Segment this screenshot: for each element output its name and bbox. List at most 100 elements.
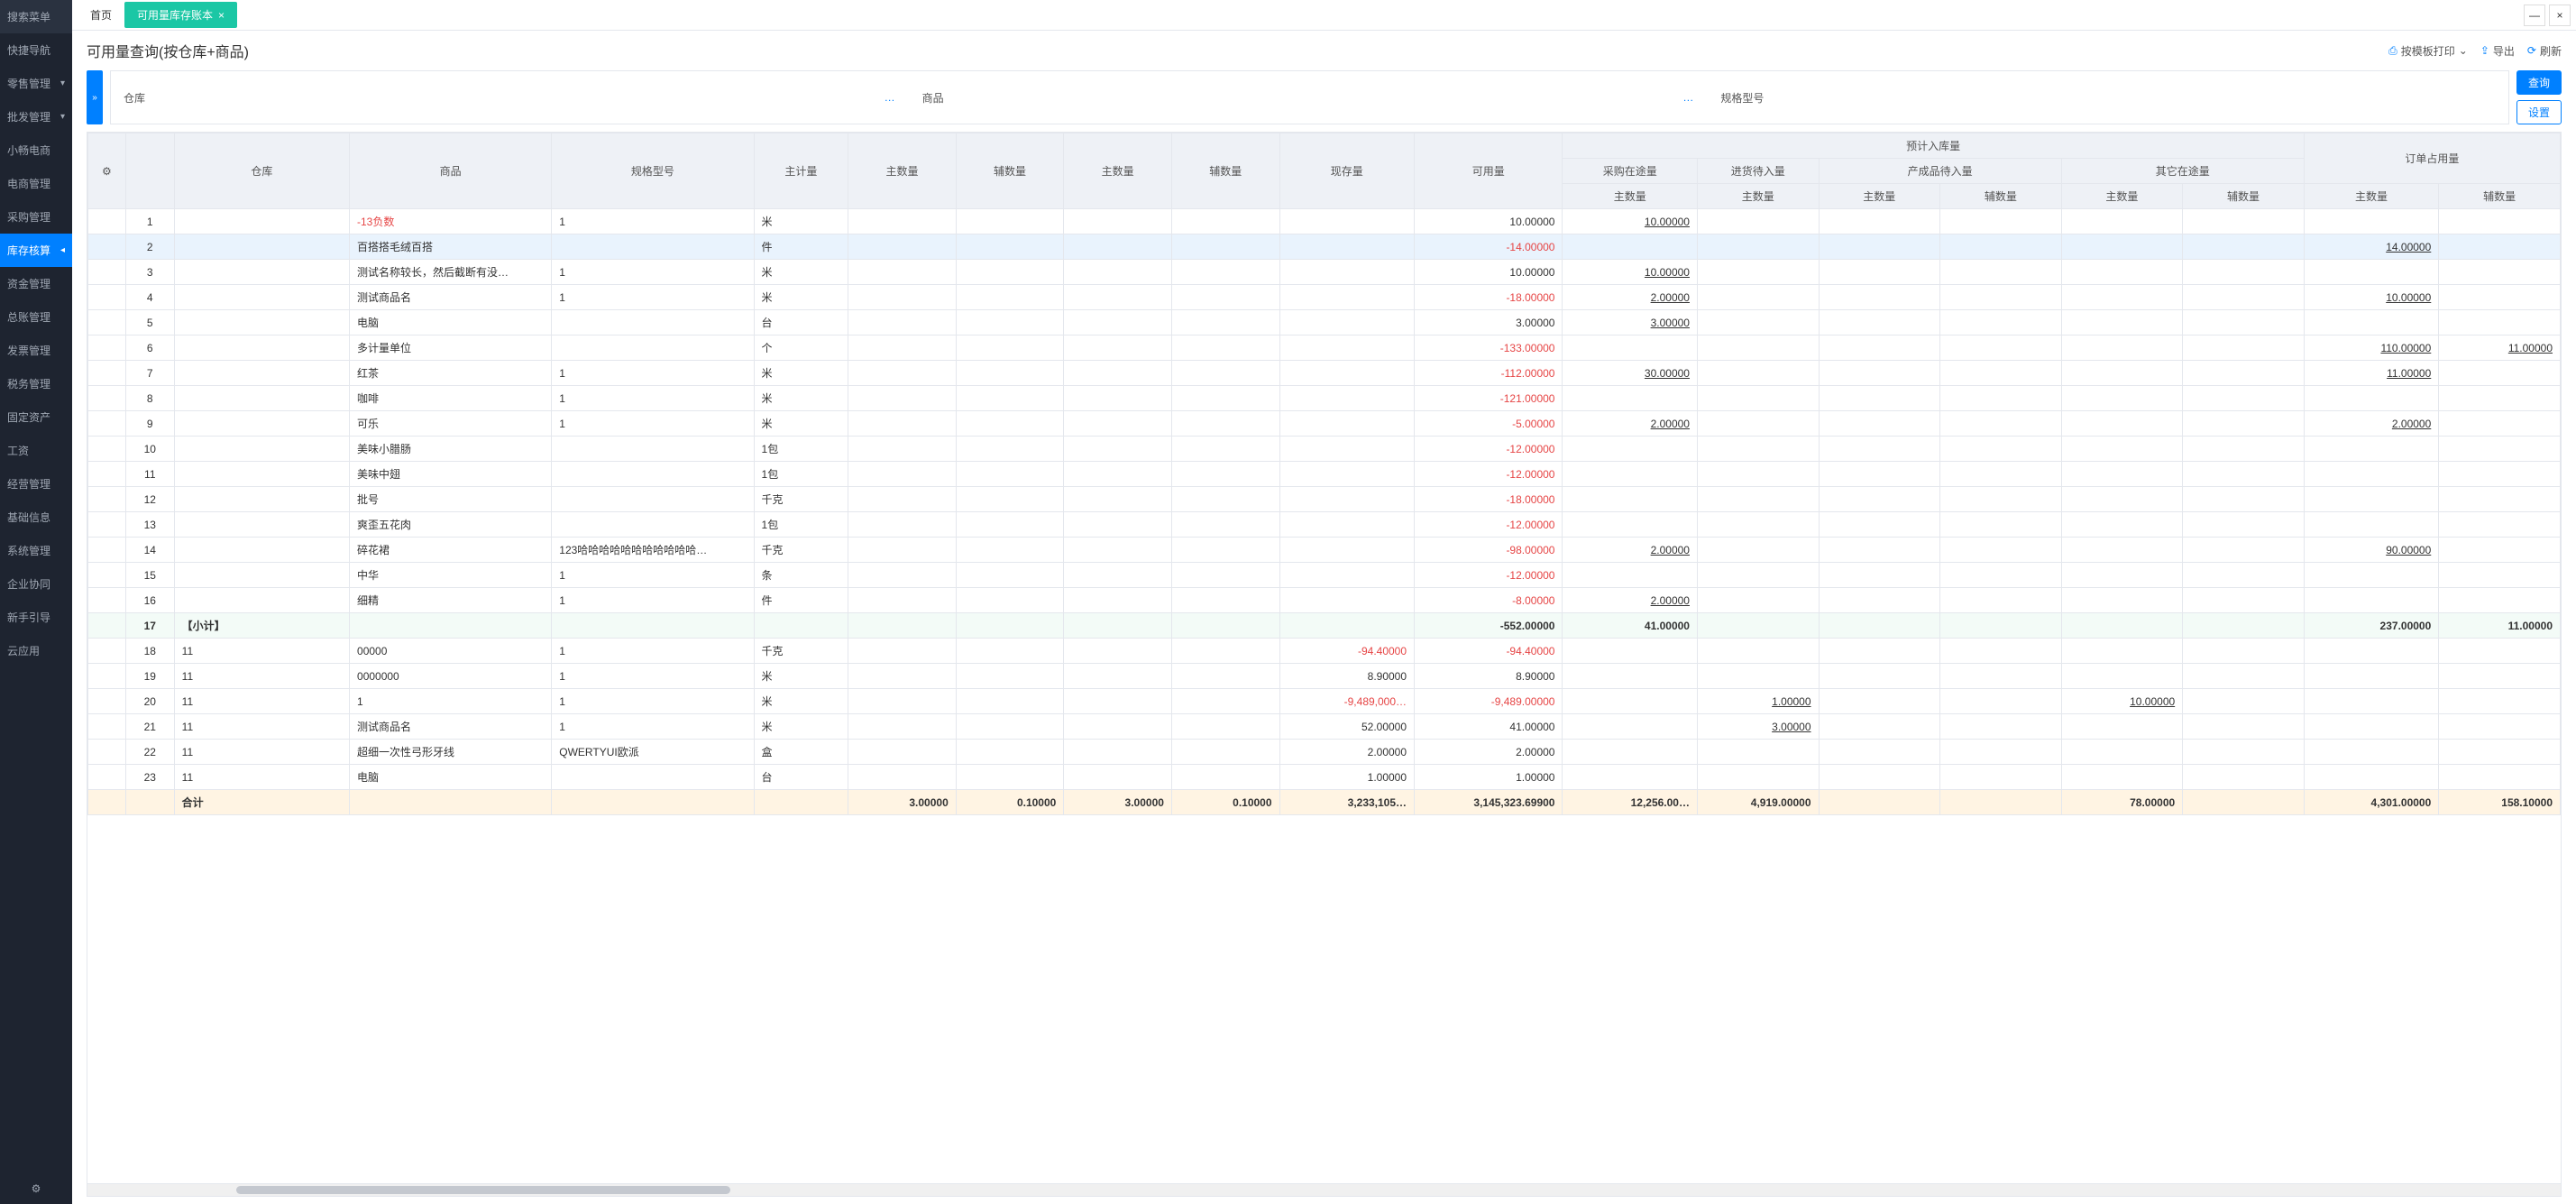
table-row[interactable]: 4测试商品名1米-18.000002.0000010.00000 [88,285,2561,310]
table-row[interactable]: 3测试名称较长，然后截断有没…1米10.0000010.00000 [88,260,2561,285]
col-stock[interactable]: 现存量 [1279,133,1415,209]
horizontal-scrollbar[interactable] [87,1184,2562,1197]
table-row[interactable]: 17【小计】-552.0000041.00000237.0000011.0000… [88,613,2561,639]
col-product[interactable]: 商品 [350,133,552,209]
col-warehouse[interactable]: 仓库 [174,133,349,209]
sidebar-item-16[interactable]: 系统管理 [0,534,72,567]
table-row[interactable]: 2211超细一次性弓形牙线QWERTYUI欧派盒2.000002.00000 [88,740,2561,765]
table-settings-icon[interactable]: ⚙ [88,133,126,209]
drill-link[interactable]: 1.00000 [1772,695,1811,708]
col-finished-wait[interactable]: 产成品待入量 [1819,159,2061,184]
table-row[interactable]: 13爽歪五花肉1包-12.00000 [88,512,2561,538]
data-table-scroll[interactable]: ⚙ 仓库 商品 规格型号 主计量 主数量 辅数量 主数量 辅数量 现存量 可用量 [87,132,2562,1184]
close-icon[interactable]: × [218,9,225,22]
sidebar-item-15[interactable]: 基础信息 [0,501,72,534]
table-row[interactable]: 10美味小腊肠1包-12.00000 [88,437,2561,462]
table-row[interactable]: 12批号千克-18.00000 [88,487,2561,512]
table-row[interactable]: 2111测试商品名1米52.0000041.000003.00000 [88,714,2561,740]
table-row[interactable]: 9可乐1米-5.000002.000002.00000 [88,411,2561,437]
sidebar-item-10[interactable]: 发票管理 [0,334,72,367]
sidebar-item-9[interactable]: 总账管理 [0,300,72,334]
table-row[interactable]: 6多计量单位个-133.00000110.0000011.00000 [88,335,2561,361]
filter-collapse-toggle[interactable]: » [87,70,103,124]
sidebar-item-3[interactable]: 批发管理▾ [0,100,72,133]
query-button[interactable]: 查询 [2516,70,2562,95]
drill-link[interactable]: 14.00000 [2386,241,2431,253]
drill-link[interactable]: 110.00000 [2380,342,2431,354]
sidebar-item-1[interactable]: 快捷导航 [0,33,72,67]
drill-link[interactable]: 2.00000 [1651,418,1690,430]
drill-link[interactable]: 2.00000 [1651,594,1690,607]
table-row[interactable]: 1811000001千克-94.40000-94.40000 [88,639,2561,664]
drill-link[interactable]: 10.00000 [2386,291,2431,304]
col-order-occupy[interactable]: 订单占用量 [2304,133,2560,184]
tab-home[interactable]: 首页 [78,2,124,28]
table-row[interactable]: 16细精1件-8.000002.00000 [88,588,2561,613]
table-row[interactable]: 11美味中翅1包-12.00000 [88,462,2561,487]
sidebar-item-11[interactable]: 税务管理 [0,367,72,400]
col-spec[interactable]: 规格型号 [552,133,754,209]
drill-link[interactable]: 2.00000 [1651,544,1690,556]
drill-link[interactable]: 2.00000 [2392,418,2431,430]
window-minimize-button[interactable]: — [2524,5,2545,26]
drill-link[interactable]: 90.00000 [2386,544,2431,556]
table-row[interactable]: 15中华1条-12.00000 [88,563,2561,588]
drill-link[interactable]: 3.00000 [1651,317,1690,329]
sidebar-item-12[interactable]: 固定资产 [0,400,72,434]
sidebar-item-0[interactable]: 搜索菜单 [0,0,72,33]
sidebar-item-2[interactable]: 零售管理▾ [0,67,72,100]
filter-bar: 仓库 … 商品 … 规格型号 [110,70,2509,124]
sidebar-item-6[interactable]: 采购管理 [0,200,72,234]
col-available[interactable]: 可用量 [1415,133,1563,209]
refresh-button[interactable]: ⟳ 刷新 [2527,43,2562,59]
table-row[interactable]: 201111米-9,489,000…-9,489.000001.0000010.… [88,689,2561,714]
col-aux-qty2[interactable]: 辅数量 [1171,133,1279,209]
drill-link[interactable]: 30.00000 [1645,367,1690,380]
sidebar-item-8[interactable]: 资金管理 [0,267,72,300]
sidebar-item-5[interactable]: 电商管理 [0,167,72,200]
filter-product-picker[interactable]: … [1679,91,1697,104]
scrollbar-thumb[interactable] [236,1186,731,1194]
print-icon: ⎙ [2388,44,2397,58]
table-row[interactable]: 14碎花裙123哈哈哈哈哈哈哈哈哈哈哈…千克-98.000002.0000090… [88,538,2561,563]
sidebar-item-17[interactable]: 企业协同 [0,567,72,601]
col-goods-wait[interactable]: 进货待入量 [1697,159,1819,184]
col-main-qty[interactable]: 主数量 [848,133,957,209]
drill-link[interactable]: 10.00000 [1645,216,1690,228]
sidebar-item-18[interactable]: 新手引导 [0,601,72,634]
drill-link[interactable]: 2.00000 [1651,291,1690,304]
sidebar-item-7[interactable]: 库存核算◂ [0,234,72,267]
col-main-unit[interactable]: 主计量 [754,133,848,209]
filter-spec-input[interactable] [1773,88,2496,106]
tab-inventory-ledger[interactable]: 可用量库存账本 × [124,2,237,28]
print-template-button[interactable]: ⎙ 按模板打印 ⌄ [2388,43,2468,59]
window-close-button[interactable]: × [2549,5,2571,26]
table-row[interactable]: 5电脑台3.000003.00000 [88,310,2561,335]
sidebar-item-19[interactable]: 云应用 [0,634,72,667]
table-row[interactable]: 2311电脑台1.000001.00000 [88,765,2561,790]
col-aux-qty[interactable]: 辅数量 [956,133,1064,209]
table-row[interactable]: 2百搭搭毛绒百搭件-14.0000014.00000 [88,234,2561,260]
drill-link[interactable]: 11.00000 [2387,367,2431,380]
drill-link[interactable]: 10.00000 [2130,695,2175,708]
filter-warehouse-input[interactable] [154,88,872,106]
drill-link[interactable]: 10.00000 [1645,266,1690,279]
filter-warehouse-picker[interactable]: … [881,91,899,104]
table-row[interactable]: 7红茶1米-112.0000030.0000011.00000 [88,361,2561,386]
col-purchase-transit[interactable]: 采购在途量 [1563,159,1698,184]
sidebar-settings-gear[interactable]: ⚙ [0,1173,72,1204]
settings-button[interactable]: 设置 [2516,100,2562,124]
col-main-qty2[interactable]: 主数量 [1064,133,1172,209]
sidebar-item-13[interactable]: 工资 [0,434,72,467]
drill-link[interactable]: 3.00000 [1772,721,1811,733]
drill-link[interactable]: 11.00000 [2508,342,2553,354]
col-other-transit[interactable]: 其它在途量 [2061,159,2304,184]
sidebar-item-4[interactable]: 小畅电商 [0,133,72,167]
filter-warehouse-label: 仓库 [124,90,145,106]
table-row[interactable]: 8咖啡1米-121.00000 [88,386,2561,411]
sidebar-item-14[interactable]: 经营管理 [0,467,72,501]
table-row[interactable]: 191100000001米8.900008.90000 [88,664,2561,689]
filter-product-input[interactable] [953,88,1671,106]
table-row[interactable]: 1-13负数1米10.0000010.00000 [88,209,2561,234]
export-button[interactable]: ⇪ 导出 [2480,43,2515,59]
